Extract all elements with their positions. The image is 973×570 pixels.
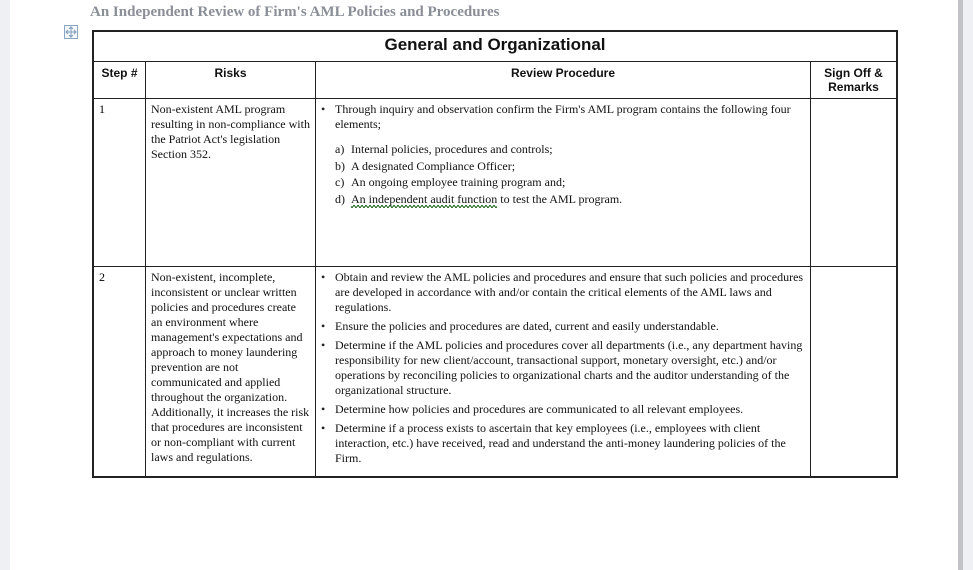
grammar-squiggle: An independent audit function (351, 192, 497, 208)
procedure-bullets: Obtain and review the AML policies and p… (321, 270, 805, 470)
signoff-cell (811, 99, 897, 267)
section-heading: General and Organizational (94, 32, 897, 62)
sub-item-text: An ongoing employee training program and… (351, 175, 565, 189)
procedure-bullet: Determine how policies and procedures ar… (321, 402, 805, 421)
procedure-bullet: Through inquiry and observation confirm … (321, 102, 805, 136)
section-heading-row: General and Organizational (94, 32, 897, 62)
table-row: 1 Non-existent AML program resulting in … (94, 99, 897, 267)
sub-item-label: b) (335, 159, 351, 175)
sub-item-text: A designated Compliance Officer; (351, 159, 515, 173)
header-step: Step # (94, 62, 146, 99)
step-number: 2 (94, 267, 146, 477)
procedure-bullet: Determine if a process exists to ascerta… (321, 421, 805, 470)
procedure-cell: Obtain and review the AML policies and p… (316, 267, 811, 477)
paper-area: An Independent Review of Firm's AML Poli… (10, 0, 963, 570)
header-procedure: Review Procedure (316, 62, 811, 99)
sub-item-text: to test the AML program. (497, 192, 622, 206)
procedure-sub-item: d)An independent audit function to test … (335, 192, 805, 209)
sub-item-text: Internal policies, procedures and contro… (351, 142, 553, 156)
review-table-container: General and Organizational Step # Risks … (92, 30, 898, 478)
header-row: Step # Risks Review Procedure Sign Off &… (94, 62, 897, 99)
document-title: An Independent Review of Firm's AML Poli… (90, 4, 958, 21)
review-table: General and Organizational Step # Risks … (93, 31, 897, 477)
procedure-sub-item: b)A designated Compliance Officer; (335, 159, 805, 176)
table-anchor-icon (64, 25, 78, 39)
step-number: 1 (94, 99, 146, 267)
procedure-bullet: Obtain and review the AML policies and p… (321, 270, 805, 319)
header-risks: Risks (146, 62, 316, 99)
procedure-sub-item: a)Internal policies, procedures and cont… (335, 142, 805, 159)
signoff-cell (811, 267, 897, 477)
header-signoff: Sign Off & Remarks (811, 62, 897, 99)
procedure-bullet: Determine if the AML policies and proced… (321, 338, 805, 402)
procedure-sub-item: c)An ongoing employee training program a… (335, 175, 805, 192)
procedure-sublist: a)Internal policies, procedures and cont… (321, 142, 805, 208)
risk-cell: Non-existent AML program resulting in no… (146, 99, 316, 267)
procedure-bullet: Ensure the policies and procedures are d… (321, 319, 805, 338)
procedure-cell: Through inquiry and observation confirm … (316, 99, 811, 267)
document-page: An Independent Review of Firm's AML Poli… (0, 0, 973, 570)
sub-item-label: a) (335, 142, 351, 158)
risk-cell: Non-existent, incomplete, inconsistent o… (146, 267, 316, 477)
sub-item-label: d) (335, 192, 351, 208)
table-row: 2 Non-existent, incomplete, inconsistent… (94, 267, 897, 477)
sub-item-label: c) (335, 175, 351, 191)
procedure-bullets: Through inquiry and observation confirm … (321, 102, 805, 136)
